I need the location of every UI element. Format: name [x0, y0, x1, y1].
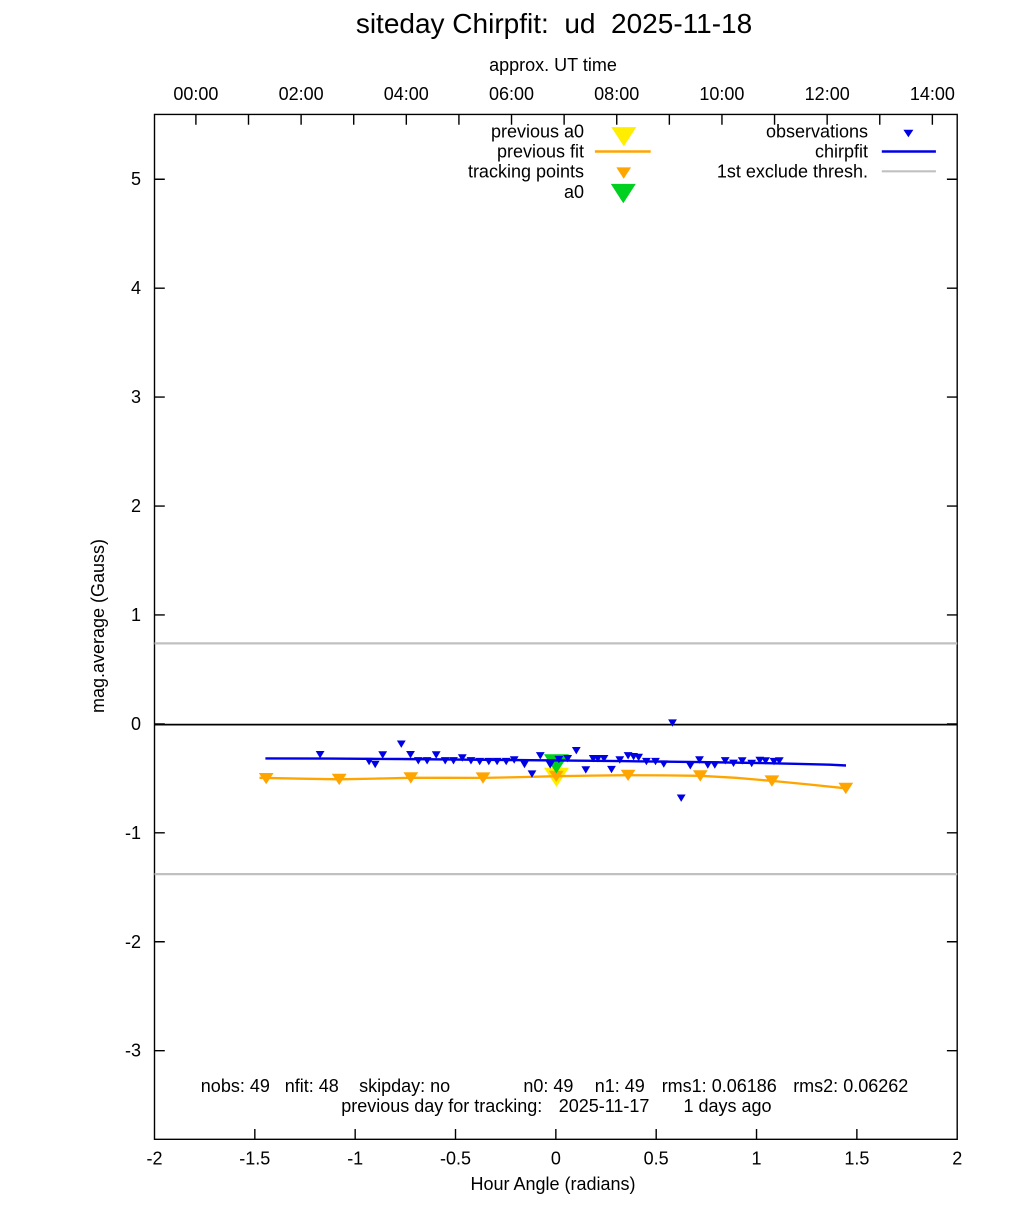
svg-text:08:00: 08:00 [594, 84, 639, 104]
svg-text:5: 5 [131, 169, 141, 189]
svg-text:0: 0 [131, 714, 141, 734]
svg-text:-0.5: -0.5 [440, 1149, 471, 1169]
svg-text:2: 2 [131, 496, 141, 516]
svg-text:chirpfit: chirpfit [815, 142, 868, 162]
svg-text:rms1: 0.06186: rms1: 0.06186 [662, 1076, 777, 1096]
svg-text:a0: a0 [564, 182, 584, 202]
svg-text:n0: 49: n0: 49 [523, 1076, 573, 1096]
svg-text:previous fit: previous fit [497, 142, 584, 162]
svg-text:-1.5: -1.5 [239, 1149, 270, 1169]
svg-text:-3: -3 [125, 1041, 141, 1061]
svg-text:siteday Chirpfit: ud 2025-11: siteday Chirpfit: ud 2025-11-18 [356, 8, 752, 39]
svg-text:06:00: 06:00 [489, 84, 534, 104]
svg-text:skipday: no: skipday: no [359, 1076, 450, 1096]
svg-text:2025-11-17: 2025-11-17 [559, 1096, 650, 1116]
svg-text:nobs: 49: nobs: 49 [201, 1076, 270, 1096]
svg-text:00:00: 00:00 [173, 84, 218, 104]
svg-text:-1: -1 [347, 1149, 363, 1169]
svg-text:04:00: 04:00 [384, 84, 429, 104]
svg-text:observations: observations [766, 121, 868, 141]
svg-text:mag.average (Gauss): mag.average (Gauss) [88, 539, 108, 713]
svg-text:-1: -1 [125, 823, 141, 843]
svg-text:rms2: 0.06262: rms2: 0.06262 [793, 1076, 908, 1096]
svg-text:12:00: 12:00 [805, 84, 850, 104]
svg-text:1st exclude thresh.: 1st exclude thresh. [717, 162, 868, 182]
svg-text:1: 1 [751, 1149, 761, 1169]
svg-text:-2: -2 [125, 932, 141, 952]
svg-text:0: 0 [551, 1149, 561, 1169]
svg-text:2: 2 [952, 1149, 962, 1169]
svg-text:3: 3 [131, 387, 141, 407]
svg-text:4: 4 [131, 278, 141, 298]
svg-text:-2: -2 [146, 1149, 162, 1169]
svg-text:Hour Angle (radians): Hour Angle (radians) [470, 1174, 635, 1194]
svg-text:02:00: 02:00 [279, 84, 324, 104]
svg-text:tracking points: tracking points [468, 162, 584, 182]
svg-text:approx. UT time: approx. UT time [489, 55, 617, 75]
svg-text:previous a0: previous a0 [491, 121, 584, 141]
svg-text:previous day for tracking:: previous day for tracking: [341, 1096, 542, 1116]
svg-text:nfit: 48: nfit: 48 [285, 1076, 339, 1096]
svg-text:10:00: 10:00 [699, 84, 744, 104]
svg-text:14:00: 14:00 [910, 84, 955, 104]
svg-text:0.5: 0.5 [644, 1149, 669, 1169]
svg-text:1.5: 1.5 [844, 1149, 869, 1169]
svg-text:1: 1 [131, 605, 141, 625]
svg-text:1 days ago: 1 days ago [684, 1096, 772, 1116]
svg-text:n1: 49: n1: 49 [595, 1076, 645, 1096]
